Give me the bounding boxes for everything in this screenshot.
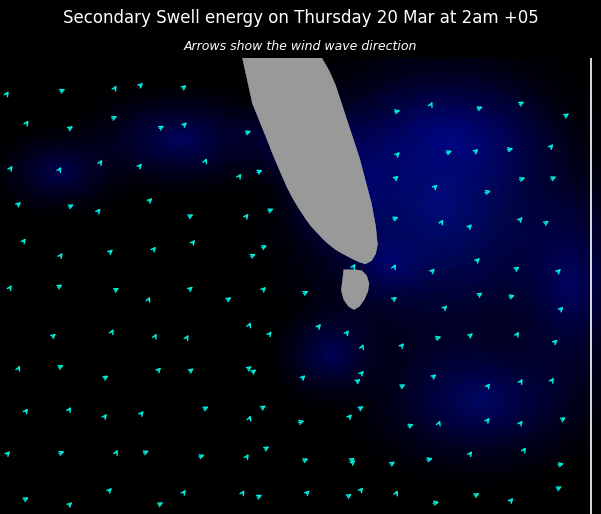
Ellipse shape xyxy=(316,341,346,368)
Ellipse shape xyxy=(472,395,489,405)
Text: Arrows show the wind wave direction: Arrows show the wind wave direction xyxy=(184,40,417,52)
Ellipse shape xyxy=(147,123,214,157)
Ellipse shape xyxy=(322,158,376,213)
Ellipse shape xyxy=(153,126,207,153)
Ellipse shape xyxy=(365,128,512,280)
Ellipse shape xyxy=(51,166,69,177)
Ellipse shape xyxy=(323,347,338,361)
Ellipse shape xyxy=(436,131,466,148)
Ellipse shape xyxy=(55,169,65,175)
Ellipse shape xyxy=(278,123,323,157)
Ellipse shape xyxy=(423,364,538,436)
Ellipse shape xyxy=(548,246,593,326)
Ellipse shape xyxy=(327,351,334,358)
Ellipse shape xyxy=(444,136,458,144)
Ellipse shape xyxy=(166,133,194,146)
Ellipse shape xyxy=(319,344,342,364)
Ellipse shape xyxy=(539,230,601,342)
Ellipse shape xyxy=(334,95,544,312)
Ellipse shape xyxy=(133,116,228,163)
Ellipse shape xyxy=(557,262,584,310)
Ellipse shape xyxy=(273,119,328,160)
Ellipse shape xyxy=(344,181,353,190)
Ellipse shape xyxy=(376,139,502,269)
Ellipse shape xyxy=(544,238,598,334)
Ellipse shape xyxy=(331,167,367,204)
Ellipse shape xyxy=(313,149,385,222)
Ellipse shape xyxy=(415,359,547,441)
Ellipse shape xyxy=(553,254,589,318)
Ellipse shape xyxy=(323,84,555,323)
Ellipse shape xyxy=(282,126,319,153)
Ellipse shape xyxy=(386,150,492,258)
Ellipse shape xyxy=(439,374,522,426)
Ellipse shape xyxy=(174,136,187,143)
Ellipse shape xyxy=(296,136,305,143)
Ellipse shape xyxy=(139,119,221,160)
Ellipse shape xyxy=(388,260,394,266)
Text: Secondary Swell energy on Thursday 20 Mar at 2am +05: Secondary Swell energy on Thursday 20 Ma… xyxy=(63,9,538,27)
Ellipse shape xyxy=(326,162,371,208)
Ellipse shape xyxy=(317,153,380,217)
Ellipse shape xyxy=(379,251,403,274)
Ellipse shape xyxy=(413,118,488,161)
Ellipse shape xyxy=(432,369,531,431)
Ellipse shape xyxy=(407,171,470,236)
Ellipse shape xyxy=(291,133,310,146)
Ellipse shape xyxy=(418,182,460,225)
Ellipse shape xyxy=(428,193,449,214)
Ellipse shape xyxy=(308,334,353,375)
Ellipse shape xyxy=(406,114,496,166)
Polygon shape xyxy=(341,270,369,309)
Ellipse shape xyxy=(385,257,397,269)
Ellipse shape xyxy=(421,123,481,157)
Ellipse shape xyxy=(456,384,505,415)
Ellipse shape xyxy=(566,278,576,294)
Ellipse shape xyxy=(465,390,498,410)
Ellipse shape xyxy=(428,127,474,153)
Ellipse shape xyxy=(313,74,565,334)
Ellipse shape xyxy=(287,130,314,150)
Ellipse shape xyxy=(160,130,201,150)
Ellipse shape xyxy=(47,163,74,180)
Ellipse shape xyxy=(398,110,504,170)
Ellipse shape xyxy=(397,160,481,247)
Ellipse shape xyxy=(340,176,358,194)
Ellipse shape xyxy=(562,270,580,302)
Ellipse shape xyxy=(391,105,511,174)
Ellipse shape xyxy=(312,337,349,371)
Ellipse shape xyxy=(344,106,534,301)
Ellipse shape xyxy=(42,160,78,183)
Polygon shape xyxy=(240,48,377,264)
Ellipse shape xyxy=(355,117,523,290)
Ellipse shape xyxy=(448,379,514,420)
Ellipse shape xyxy=(382,254,400,271)
Ellipse shape xyxy=(335,172,362,199)
